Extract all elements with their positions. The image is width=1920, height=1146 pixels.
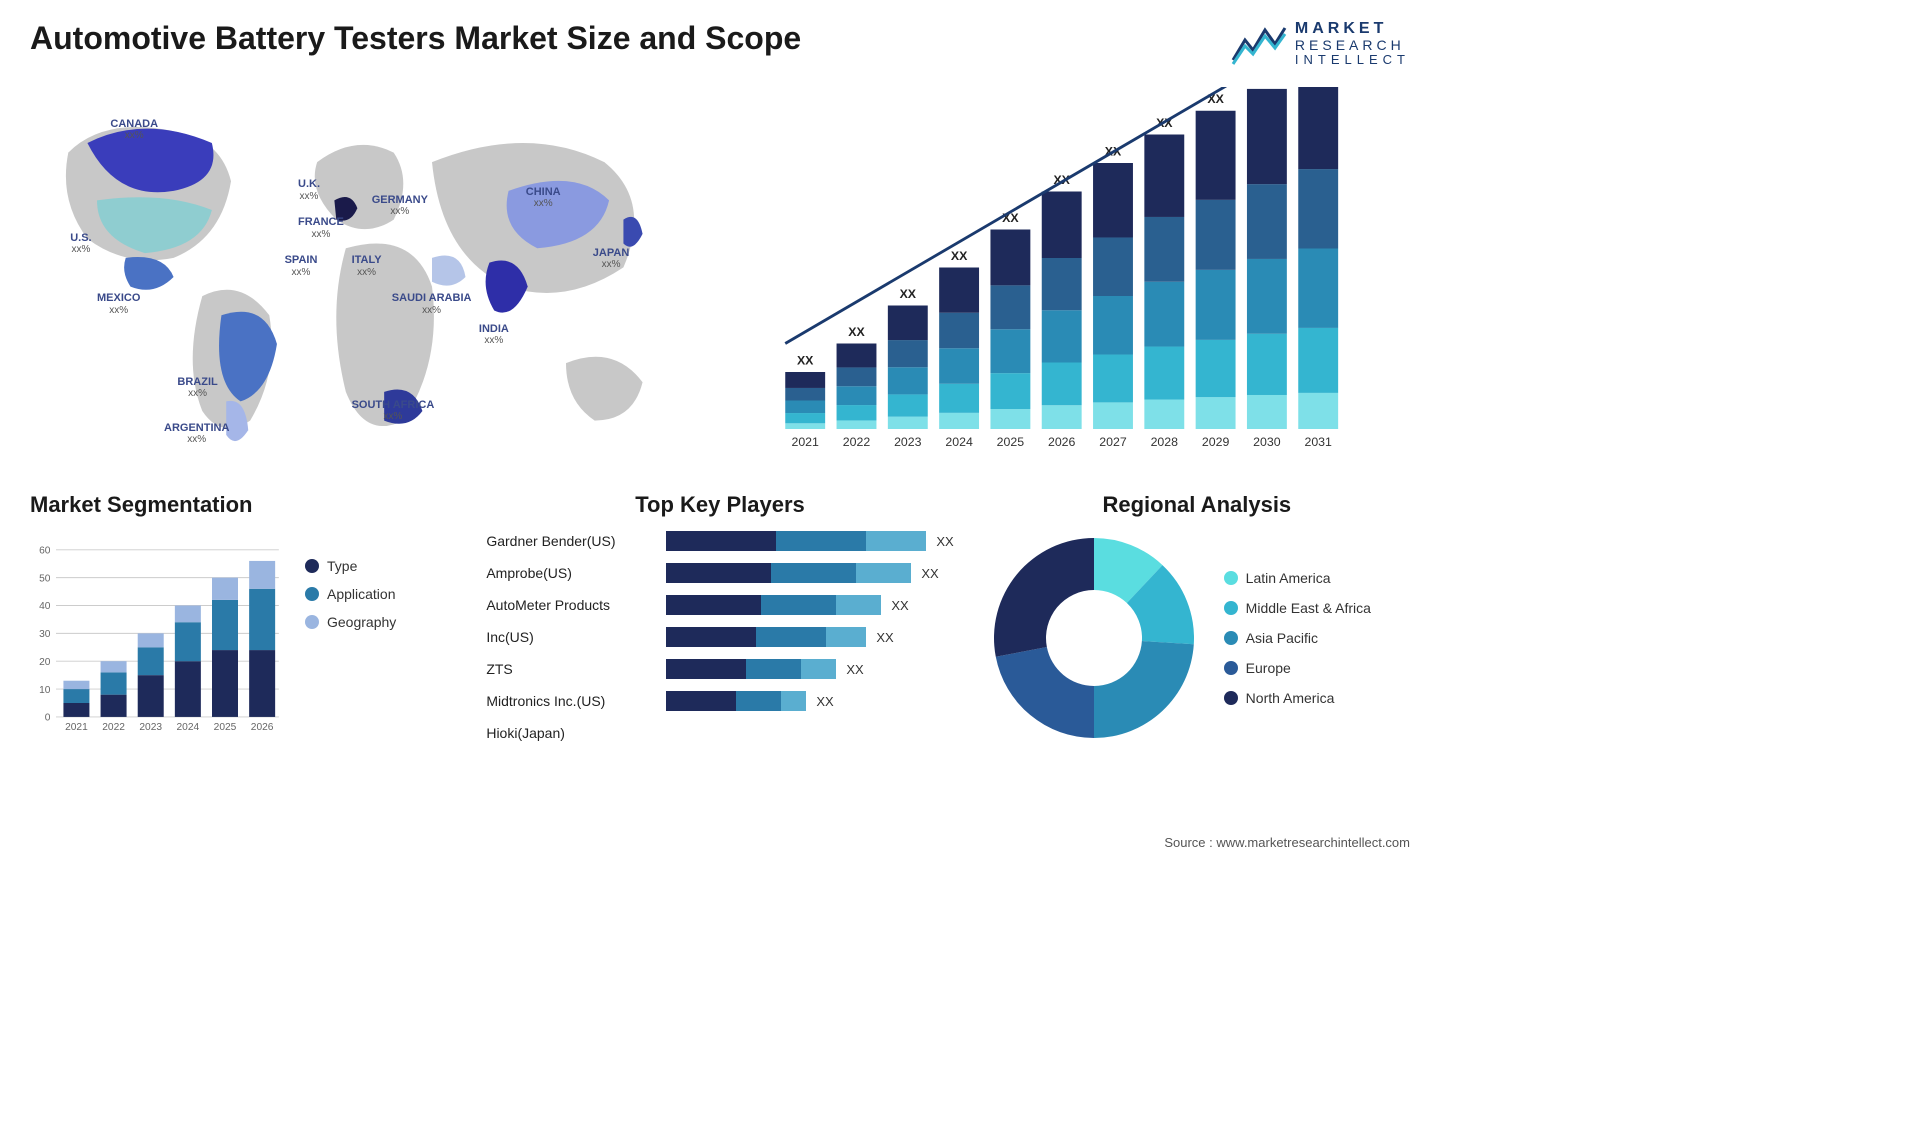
svg-text:2026: 2026: [1048, 435, 1076, 449]
player-bar: [666, 563, 911, 583]
svg-text:30: 30: [39, 629, 51, 640]
player-label: Inc(US): [486, 629, 666, 645]
svg-text:2031: 2031: [1304, 435, 1332, 449]
player-bar: [666, 531, 926, 551]
player-label: Amprobe(US): [486, 565, 666, 581]
svg-text:2022: 2022: [102, 722, 125, 733]
map-label-japan: JAPANxx%: [593, 247, 629, 270]
player-bar: [666, 691, 806, 711]
svg-text:2028: 2028: [1151, 435, 1179, 449]
map-label-canada: CANADAxx%: [110, 118, 158, 141]
region-legend-latin-america: Latin America: [1224, 570, 1410, 586]
forecast-bar-chart: XXXXXXXXXXXXXXXXXXXXXX 20212022202320242…: [740, 87, 1410, 467]
players-title: Top Key Players: [486, 492, 953, 518]
segmentation-chart: 0 10 20 30 40 50 60 2021 2022 2023 2024 2025 2026: [30, 528, 290, 748]
player-bar: [666, 627, 866, 647]
svg-text:10: 10: [39, 685, 51, 696]
svg-text:40: 40: [39, 601, 51, 612]
seg-legend-geography: Geography: [305, 614, 456, 630]
seg-legend-type: Type: [305, 558, 456, 574]
player-value: XX: [936, 534, 953, 549]
region-legend-middle-east---africa: Middle East & Africa: [1224, 600, 1410, 616]
page-title: Automotive Battery Testers Market Size a…: [30, 20, 801, 57]
map-label-u-k-: U.K.xx%: [298, 178, 320, 201]
map-label-france: FRANCExx%: [298, 216, 344, 239]
svg-text:50: 50: [39, 574, 51, 585]
svg-text:2021: 2021: [791, 435, 819, 449]
players-panel: Top Key Players Gardner Bender(US)XXAmpr…: [486, 492, 953, 772]
player-row: ZTS XX: [486, 656, 953, 682]
source-attribution: Source : www.marketresearchintellect.com: [1164, 835, 1410, 850]
region-legend-europe: Europe: [1224, 660, 1410, 676]
regional-donut-chart: [984, 528, 1204, 748]
player-bar: [666, 595, 881, 615]
svg-text:2027: 2027: [1099, 435, 1127, 449]
svg-text:2022: 2022: [843, 435, 871, 449]
map-label-germany: GERMANYxx%: [372, 194, 428, 217]
player-row: Midtronics Inc.(US) XX: [486, 688, 953, 714]
svg-text:XX: XX: [951, 249, 968, 263]
svg-text:60: 60: [39, 546, 51, 557]
players-list: Gardner Bender(US)XXAmprobe(US)XXAutoMet…: [486, 528, 953, 746]
regional-panel: Regional Analysis Latin America Middle Ea…: [984, 492, 1410, 772]
logo-icon: [1231, 22, 1287, 66]
player-value: XX: [816, 694, 833, 709]
player-value: XX: [876, 630, 893, 645]
svg-text:2024: 2024: [945, 435, 973, 449]
svg-text:2026: 2026: [251, 722, 274, 733]
svg-text:2029: 2029: [1202, 435, 1230, 449]
regional-title: Regional Analysis: [984, 492, 1410, 518]
svg-text:20: 20: [39, 657, 51, 668]
player-label: AutoMeter Products: [486, 597, 666, 613]
brand-logo: MARKET RESEARCH INTELLECT: [1231, 20, 1410, 67]
world-map-panel: CANADAxx% U.S.xx% MEXICOxx% BRAZILxx% ARGENT…: [30, 87, 700, 467]
svg-text:2025: 2025: [214, 722, 237, 733]
svg-text:XX: XX: [848, 325, 865, 339]
player-label: Gardner Bender(US): [486, 533, 666, 549]
map-label-mexico: MEXICOxx%: [97, 292, 140, 315]
player-row: AutoMeter Products XX: [486, 592, 953, 618]
svg-text:2023: 2023: [894, 435, 922, 449]
map-label-brazil: BRAZILxx%: [177, 376, 217, 399]
svg-text:2030: 2030: [1253, 435, 1281, 449]
svg-text:XX: XX: [797, 354, 814, 368]
map-label-china: CHINAxx%: [526, 186, 561, 209]
svg-text:XX: XX: [900, 287, 917, 301]
forecast-chart-panel: XXXXXXXXXXXXXXXXXXXXXX 20212022202320242…: [740, 87, 1410, 467]
player-label: Midtronics Inc.(US): [486, 693, 666, 709]
map-label-u-s-: U.S.xx%: [70, 232, 91, 255]
region-legend-north-america: North America: [1224, 690, 1410, 706]
logo-line3: INTELLECT: [1295, 53, 1410, 67]
map-label-india: INDIAxx%: [479, 323, 509, 346]
svg-text:2023: 2023: [139, 722, 162, 733]
map-label-south-africa: SOUTH AFRICAxx%: [352, 399, 435, 422]
segmentation-panel: Market Segmentation 0 10 20 30 40 50 60 2021 20…: [30, 492, 456, 772]
region-legend-asia-pacific: Asia Pacific: [1224, 630, 1410, 646]
player-label: ZTS: [486, 661, 666, 677]
map-label-argentina: ARGENTINAxx%: [164, 422, 229, 445]
seg-legend-application: Application: [305, 586, 456, 602]
regional-legend: Latin America Middle East & Africa Asia Pa…: [1224, 570, 1410, 706]
player-row: Hioki(Japan): [486, 720, 953, 746]
player-label: Hioki(Japan): [486, 725, 666, 741]
player-value: XX: [891, 598, 908, 613]
player-row: Gardner Bender(US) XX: [486, 528, 953, 554]
player-value: XX: [846, 662, 863, 677]
map-label-spain: SPAINxx%: [285, 254, 318, 277]
logo-line2: RESEARCH: [1295, 38, 1410, 53]
svg-text:2024: 2024: [177, 722, 200, 733]
map-label-saudi-arabia: SAUDI ARABIAxx%: [392, 292, 472, 315]
player-row: Amprobe(US) XX: [486, 560, 953, 586]
map-label-italy: ITALYxx%: [352, 254, 382, 277]
player-bar: [666, 659, 836, 679]
svg-text:0: 0: [45, 713, 51, 724]
svg-text:2021: 2021: [65, 722, 88, 733]
player-value: XX: [921, 566, 938, 581]
segmentation-legend: Type Application Geography: [305, 528, 456, 748]
logo-line1: MARKET: [1295, 20, 1410, 38]
player-row: Inc(US) XX: [486, 624, 953, 650]
segmentation-title: Market Segmentation: [30, 492, 456, 518]
svg-text:2025: 2025: [997, 435, 1025, 449]
